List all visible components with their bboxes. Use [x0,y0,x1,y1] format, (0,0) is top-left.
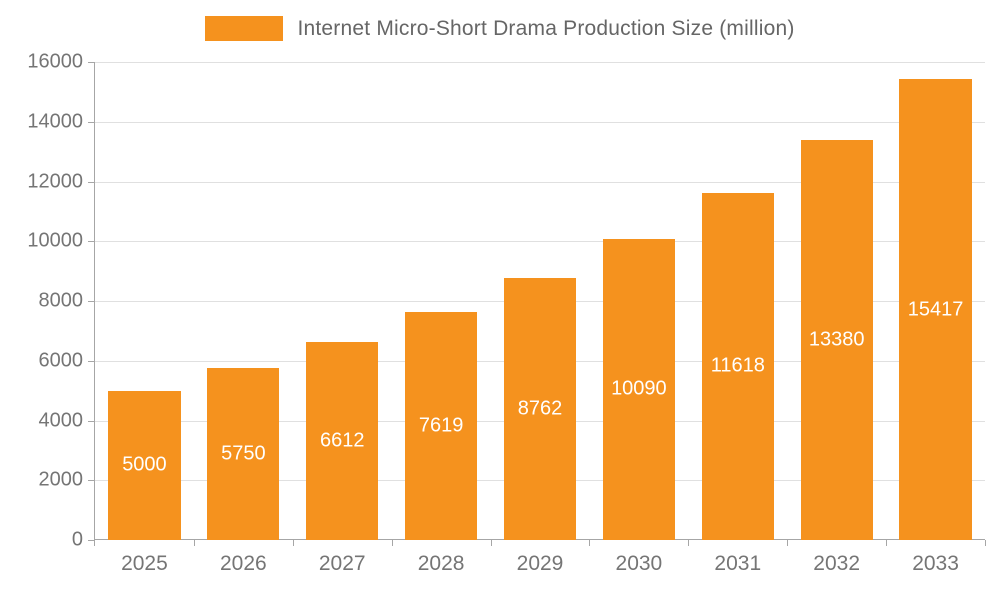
bar-value-label: 5000 [122,453,167,476]
gridline [95,121,985,123]
x-tick-mark [589,540,591,546]
bar: 11618 [701,192,774,540]
x-tick-label: 2030 [615,552,663,575]
y-tick-mark [88,420,94,422]
y-tick-label: 12000 [27,170,83,192]
bar-value-label: 15417 [907,298,964,321]
bar-value-label: 6612 [319,429,365,452]
y-tick-label: 2000 [38,468,84,491]
y-tick-mark [88,181,94,183]
x-tick-label: 2033 [912,552,959,575]
x-tick-mark [193,540,195,546]
bar: 6612 [306,342,379,540]
x-tick-mark [886,540,888,546]
y-tick-label: 8000 [38,289,84,312]
y-tick-label: 14000 [27,110,83,133]
x-tick-mark [391,540,393,546]
bar: 13380 [800,140,873,540]
legend-swatch-icon [205,16,284,41]
bar-value-label: 11618 [710,354,765,377]
x-tick-label: 2027 [318,552,366,575]
x-tick-mark [292,540,294,546]
gridline [95,181,985,183]
bar: 5000 [108,390,181,540]
gridline [95,62,985,63]
y-tick-mark [88,121,94,123]
y-tick-mark [88,241,94,243]
x-tick-mark [787,540,789,546]
gridline [95,241,985,243]
bar: 7619 [405,312,478,540]
chart-legend: Internet Micro-Short Drama Production Si… [0,16,1000,41]
y-tick-label: 10000 [27,229,83,252]
x-tick-mark [985,540,986,546]
bar: 10090 [602,238,675,540]
y-axis-line [94,62,95,540]
x-tick-label: 2028 [417,552,465,575]
x-tick-mark [490,540,492,546]
x-tick-label: 2031 [714,552,762,575]
y-tick-mark [88,360,94,362]
bar: 5750 [207,368,280,540]
y-tick-mark [88,301,94,302]
x-tick-label: 2025 [121,552,168,575]
plot-area: 0 2000 4000 6000 8000 10000 12000 14000 16000 500… [27,51,986,575]
x-tick-label: 2032 [813,552,861,575]
bar-value-label: 7619 [418,414,464,437]
y-tick-mark [88,62,94,63]
x-tick-label: 2026 [219,552,267,575]
legend-label: Internet Micro-Short Drama Production Si… [297,16,795,40]
x-tick-mark [94,540,95,546]
y-tick-label: 4000 [38,409,84,431]
y-tick-label: 16000 [27,50,83,73]
bar-value-label: 8762 [517,397,563,420]
bar: 15417 [899,79,972,540]
bar: 8762 [503,278,577,540]
y-tick-mark [88,540,94,541]
y-tick-label: 0 [71,528,83,551]
y-tick-mark [88,480,94,482]
bar-value-label: 5750 [221,442,266,465]
y-tick-label: 6000 [38,349,84,372]
bar-value-label: 13380 [808,328,865,351]
x-tick-label: 2029 [516,552,564,575]
x-tick-mark [688,540,690,546]
bar-value-label: 10090 [611,377,667,400]
